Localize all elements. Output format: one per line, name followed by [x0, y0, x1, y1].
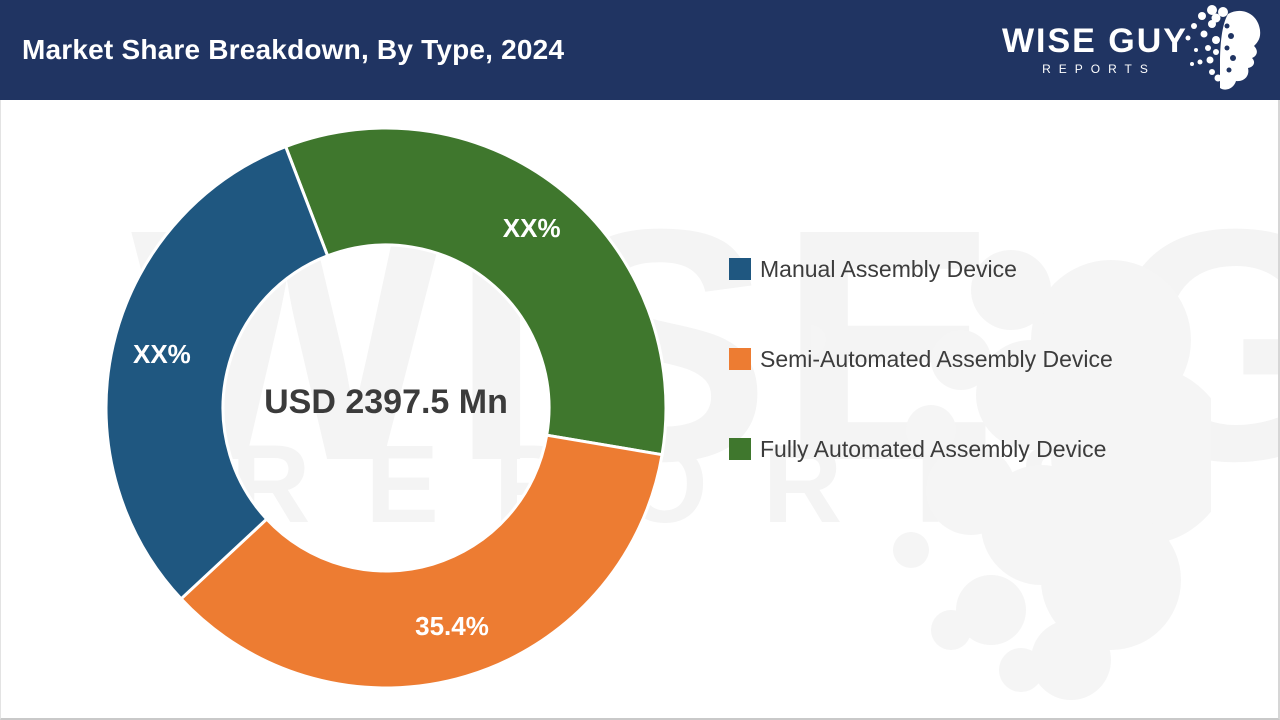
donut-slice-labels: XX% 35.4% XX%	[133, 213, 561, 641]
legend-swatch-manual	[729, 258, 751, 280]
donut-slices	[104, 126, 668, 690]
page-title: Market Share Breakdown, By Type, 2024	[22, 34, 565, 65]
slice-value-label: XX%	[133, 339, 191, 369]
chart-legend: Manual Assembly Device Semi-Automated As…	[729, 254, 1113, 464]
legend-item-manual: Manual Assembly Device	[729, 254, 1113, 284]
legend-swatch-semi-automated	[729, 348, 751, 370]
donut-slice	[178, 433, 664, 690]
donut-center-value: USD 2397.5 Mn	[264, 383, 508, 421]
chart-area: WISE GUY REPORTS XX%35.4%XX% USD 2397.5 …	[0, 100, 1280, 720]
logo-subtitle: REPORTS	[1042, 62, 1156, 76]
watermark-face-icon	[811, 250, 1211, 700]
header-bar: Market Share Breakdown, By Type, 2024 WI…	[0, 0, 1280, 100]
legend-item-fully-automated: Fully Automated Assembly Device	[729, 434, 1113, 464]
slice-value-label: XX%	[503, 213, 561, 243]
donut-slice	[283, 126, 668, 457]
legend-label: Fully Automated Assembly Device	[760, 435, 1107, 462]
legend-item-semi-automated: Semi-Automated Assembly Device	[729, 344, 1113, 374]
logo-wordmark: WISE GUY	[1001, 22, 1188, 60]
legend-label: Semi-Automated Assembly Device	[760, 345, 1113, 372]
donut-slice	[104, 144, 330, 601]
slice-value-label: 35.4%	[415, 611, 489, 641]
logo-face-icon	[1185, 5, 1261, 90]
legend-label: Manual Assembly Device	[760, 255, 1017, 282]
legend-swatch-fully-automated	[729, 438, 751, 460]
donut-chart: XX% 35.4% XX%	[104, 126, 668, 690]
wise-guy-logo: WISE GUY REPORTS	[1002, 4, 1266, 96]
logo-text: WISE GUY REPORTS	[1002, 24, 1188, 76]
